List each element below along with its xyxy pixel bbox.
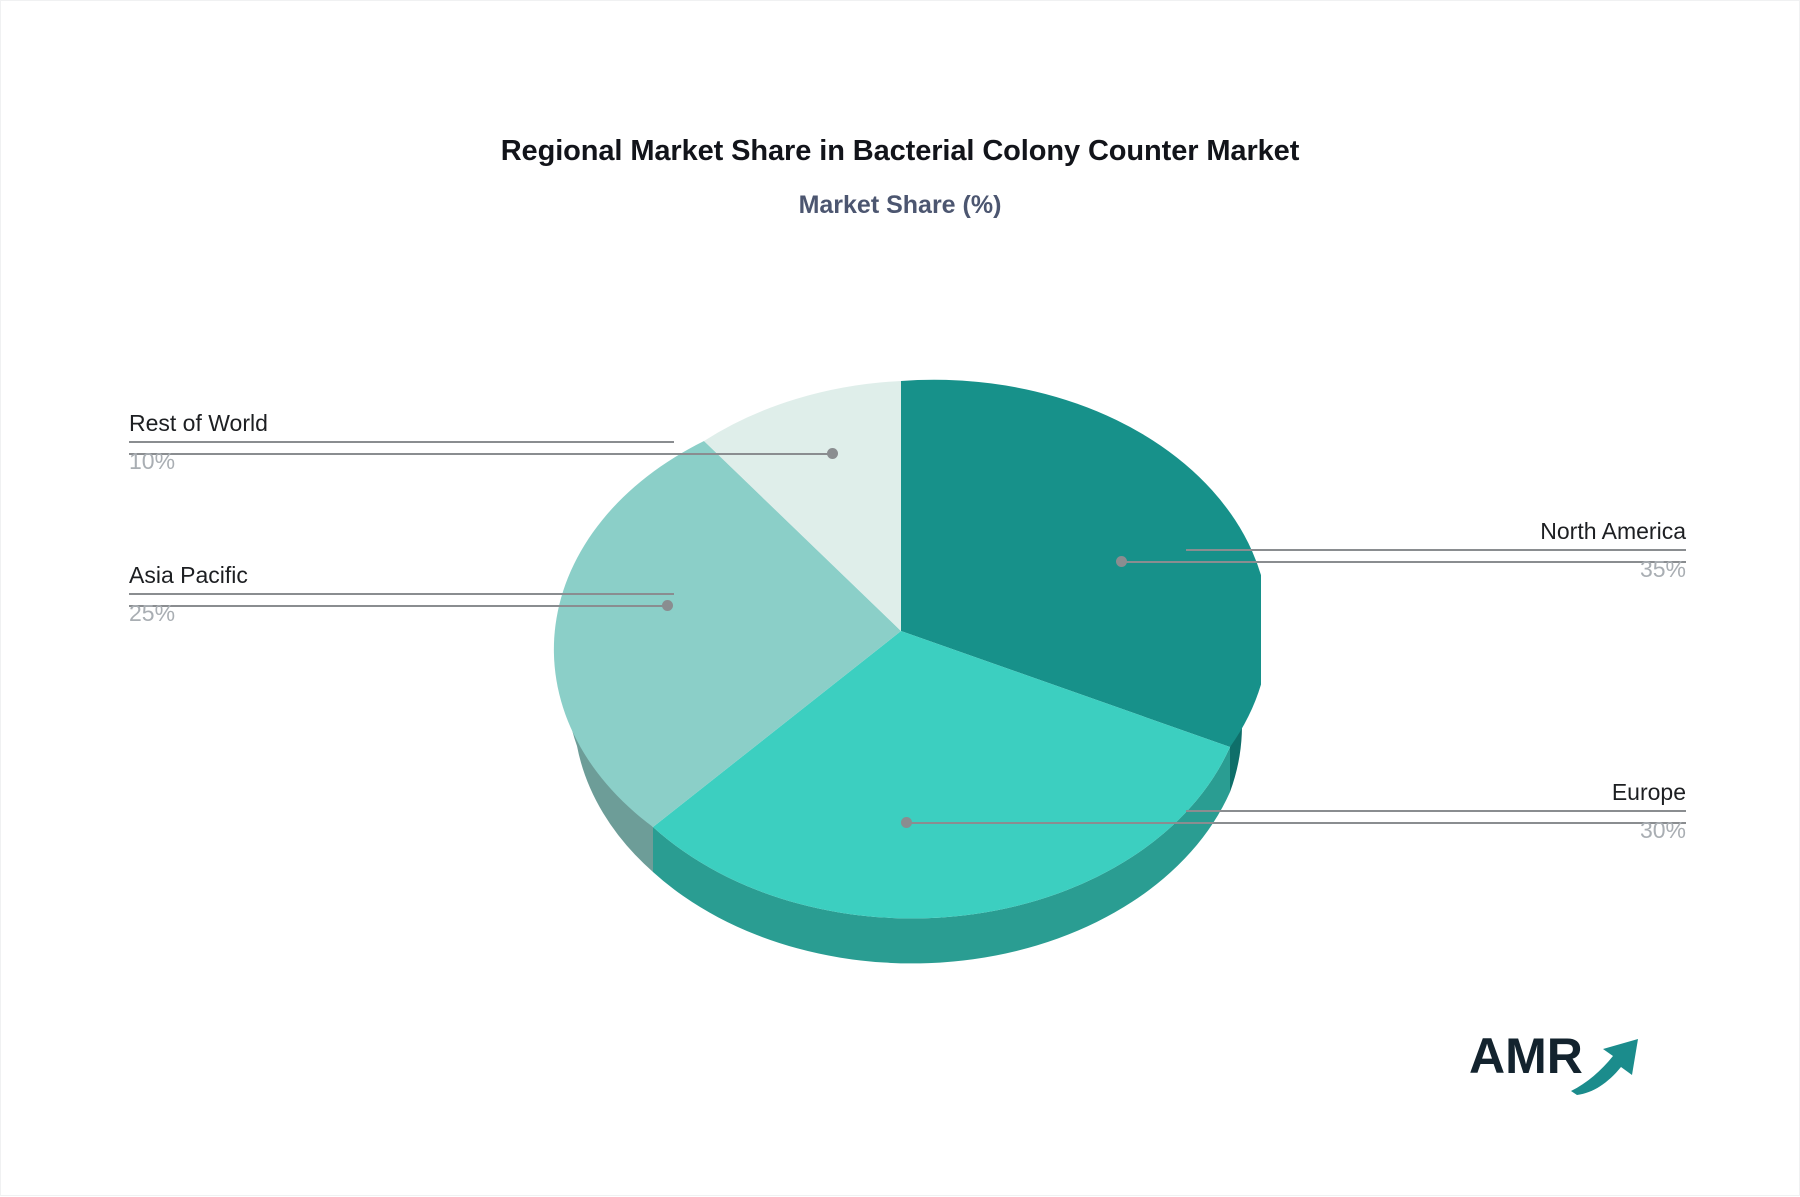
callout-value-north-america: 35% xyxy=(1186,553,1686,585)
callout-rule-asia-pacific xyxy=(129,593,674,595)
callout-value-rest-of-world: 10% xyxy=(129,445,674,477)
callout-asia-pacific[interactable]: Asia Pacific 25% xyxy=(129,560,674,629)
callout-label-asia-pacific: Asia Pacific xyxy=(129,560,674,590)
callout-rule-europe xyxy=(1186,810,1686,812)
callout-europe[interactable]: Europe 30% xyxy=(1186,777,1686,846)
leader-dot-rest-of-world xyxy=(827,448,838,459)
callout-value-asia-pacific: 25% xyxy=(129,597,674,629)
callout-label-rest-of-world: Rest of World xyxy=(129,408,674,438)
leader-dot-europe xyxy=(901,817,912,828)
callout-rest-of-world[interactable]: Rest of World 10% xyxy=(129,408,674,477)
callout-label-europe: Europe xyxy=(1186,777,1686,807)
callout-north-america[interactable]: North America 35% xyxy=(1186,516,1686,585)
amr-logo-text: AMR xyxy=(1469,1028,1583,1084)
callout-value-europe: 30% xyxy=(1186,814,1686,846)
callout-label-north-america: North America xyxy=(1186,516,1686,546)
callout-rule-north-america xyxy=(1186,549,1686,551)
leader-dot-north-america xyxy=(1116,556,1127,567)
amr-logo: AMR xyxy=(1469,1023,1649,1095)
callout-rule-rest-of-world xyxy=(129,441,674,443)
